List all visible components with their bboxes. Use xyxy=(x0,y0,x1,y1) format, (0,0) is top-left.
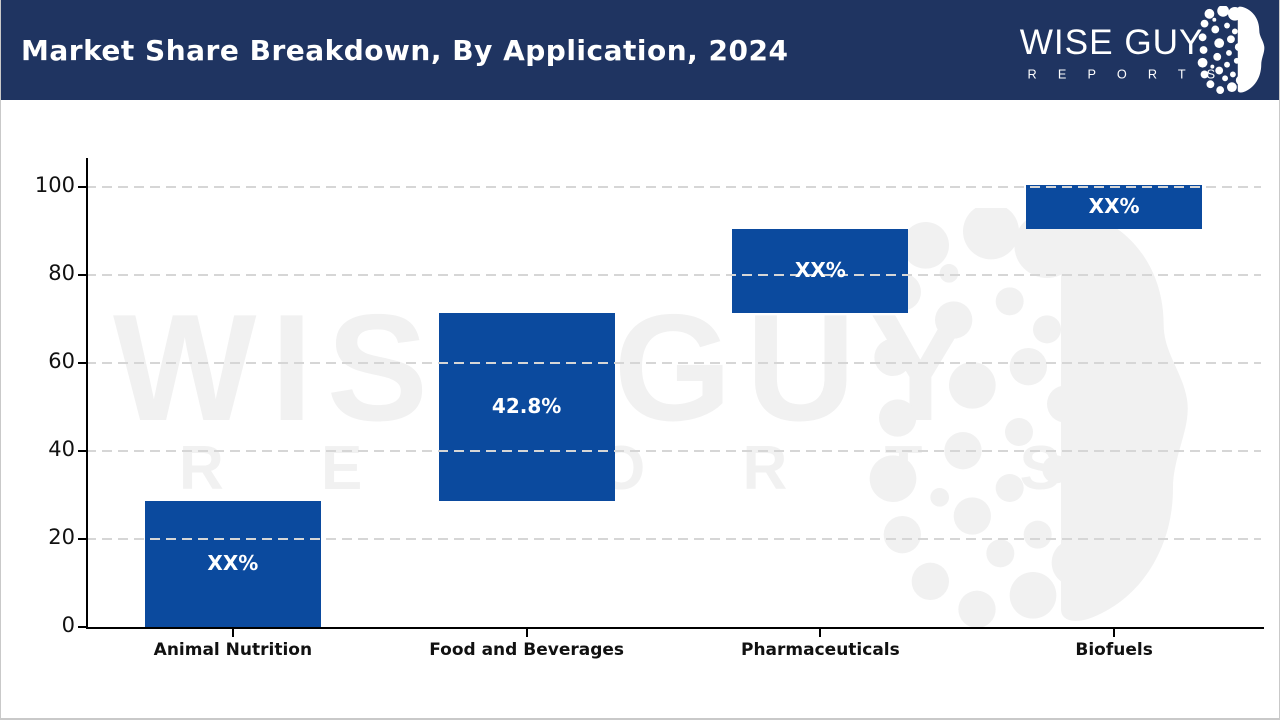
x-axis-spine xyxy=(86,627,1264,629)
bar-value-label: XX% xyxy=(1088,193,1140,218)
x-tick-mark xyxy=(1113,627,1116,637)
y-tick-mark xyxy=(78,274,87,276)
y-tick-mark xyxy=(78,362,87,364)
h-gridline xyxy=(86,538,1261,540)
x-category-label: Pharmaceuticals xyxy=(740,640,900,660)
x-tick-mark xyxy=(231,627,234,637)
x-tick-mark xyxy=(819,627,822,637)
bar-value-label: XX% xyxy=(794,257,846,282)
x-category-label: Food and Beverages xyxy=(429,640,625,660)
h-gridline xyxy=(86,186,1261,188)
y-tick-label: 100 xyxy=(34,173,75,197)
bar-segment xyxy=(144,501,321,627)
h-gridline xyxy=(86,450,1261,452)
x-category-label: Animal Nutrition xyxy=(153,640,313,660)
bar-segment xyxy=(732,228,909,313)
bar-segment xyxy=(1026,184,1203,229)
y-tick-mark xyxy=(78,186,87,188)
y-tick-label: 0 xyxy=(61,613,75,637)
y-tick-mark xyxy=(78,538,87,540)
bar-segment xyxy=(438,312,615,502)
logo-dot-face-icon xyxy=(1197,6,1265,94)
y-tick-label: 40 xyxy=(48,437,75,461)
bar-value-label: XX% xyxy=(207,551,259,576)
h-gridline xyxy=(86,362,1261,364)
y-tick-label: 60 xyxy=(48,349,75,373)
logo-subtext: R E P O R T S xyxy=(1028,66,1224,81)
y-tick-label: 80 xyxy=(48,261,75,285)
y-tick-mark xyxy=(78,626,87,628)
watermark-dot-face-icon xyxy=(869,208,1188,628)
logo-wordmark: WISE GUY xyxy=(1020,23,1204,62)
x-tick-mark xyxy=(525,627,528,637)
header-band: Market Share Breakdown, By Application, … xyxy=(1,0,1279,100)
wise-guy-reports-logo: WISE GUY R E P O R T S xyxy=(1020,6,1265,94)
bar-value-label: 42.8% xyxy=(491,394,562,418)
y-tick-mark xyxy=(78,450,87,452)
h-gridline xyxy=(86,274,1261,276)
x-category-label: Biofuels xyxy=(1075,640,1153,660)
chart-title: Market Share Breakdown, By Application, … xyxy=(21,33,789,67)
y-tick-label: 20 xyxy=(48,525,75,549)
y-axis-spine xyxy=(86,158,88,629)
